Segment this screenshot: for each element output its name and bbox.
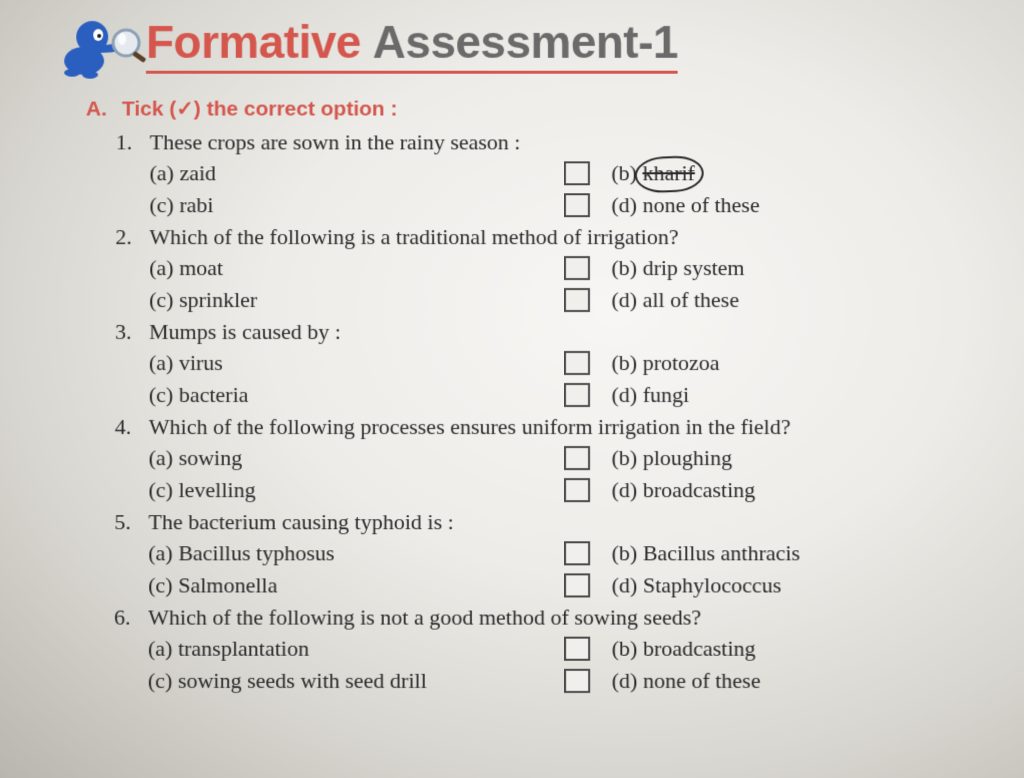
question-text: 1.These crops are sown in the rainy seas…: [116, 129, 1003, 155]
question: 3.Mumps is caused by : (a) virus (b) proto…: [115, 319, 1004, 410]
option-b: (b) kharif: [611, 160, 1003, 186]
checkbox-icon[interactable]: [563, 190, 589, 220]
question: 2.Which of the following is a traditiona…: [115, 224, 1004, 315]
question-number: 3.: [115, 319, 149, 345]
mascot-icon: [56, 9, 146, 79]
options-grid: (a) zaid (b) kharif (c) rabi (d) none of th…: [149, 158, 1003, 220]
option-a: (a) Bacillus typhosus: [148, 540, 541, 566]
options-grid: (a) virus (b) protozoa (c) bacteria (d) fun…: [149, 348, 1004, 410]
question-prompt: Which of the following is not a good met…: [148, 605, 701, 631]
option-c: (c) rabi: [149, 192, 541, 218]
question: 6.Which of the following is not a good m…: [114, 605, 1006, 696]
section-letter: A.: [86, 98, 122, 122]
checkbox-icon[interactable]: [564, 380, 590, 410]
options-grid: (a) Bacillus typhosus (b) Bacillus anthra…: [148, 538, 1005, 600]
question-text: 5.The bacterium causing typhoid is :: [114, 509, 1004, 535]
option-a: (a) sowing: [149, 445, 542, 471]
option-a: (a) virus: [149, 350, 542, 376]
question-number: 2.: [115, 224, 149, 250]
option-d: (d) none of these: [612, 668, 1006, 694]
question: 5.The bacterium causing typhoid is : (a) …: [114, 509, 1005, 600]
option-d: (d) none of these: [611, 192, 1003, 218]
section-instruction: A. Tick (✓) the correct option :: [86, 97, 1003, 122]
options-grid: (a) sowing (b) ploughing (c) levelling (d) …: [148, 443, 1004, 505]
option-c: (c) bacteria: [149, 382, 542, 408]
question-number: 4.: [115, 414, 149, 440]
option-b: (b) ploughing: [612, 445, 1005, 471]
question-text: 6.Which of the following is not a good m…: [114, 605, 1005, 631]
checkbox-icon[interactable]: [563, 285, 589, 315]
section-text: Tick (✓) the correct option :: [122, 97, 398, 122]
title-word-b: Assessment-1: [373, 15, 678, 69]
option-b: (b) drip system: [611, 255, 1003, 281]
checkbox-icon[interactable]: [564, 443, 590, 473]
checkbox-icon[interactable]: [564, 570, 590, 600]
option-c: (c) sowing seeds with seed drill: [148, 668, 542, 694]
checkbox-icon[interactable]: [564, 475, 590, 505]
checkbox-icon[interactable]: [564, 538, 590, 568]
header: Formative Assessment-1: [56, 9, 1003, 79]
title-word-a: Formative: [146, 15, 361, 69]
question-number: 6.: [114, 605, 148, 631]
options-grid: (a) moat (b) drip system (c) sprinkler (d) …: [149, 253, 1004, 315]
option-c: (c) levelling: [149, 477, 542, 503]
question-number: 1.: [116, 129, 150, 155]
option-b: (b) Bacillus anthracis: [612, 540, 1005, 566]
question-text: 2.Which of the following is a traditiona…: [115, 224, 1003, 250]
checkbox-icon[interactable]: [563, 253, 589, 283]
question-number: 5.: [114, 509, 148, 535]
question: 1.These crops are sown in the rainy seas…: [115, 129, 1003, 220]
questions-list: 1.These crops are sown in the rainy seas…: [114, 129, 1006, 695]
checkbox-icon[interactable]: [564, 634, 590, 664]
question-text: 3.Mumps is caused by :: [115, 319, 1004, 345]
option-d: (d) Staphylococcus: [612, 572, 1005, 598]
checkbox-icon[interactable]: [564, 666, 590, 696]
option-b: (b) broadcasting: [612, 636, 1006, 662]
question-text: 4.Which of the following processes ensur…: [115, 414, 1005, 440]
checkbox-icon[interactable]: [563, 348, 589, 378]
option-d: (d) fungi: [612, 382, 1005, 408]
option-a: (a) transplantation: [148, 636, 542, 662]
question-prompt: Which of the following is a traditional …: [149, 224, 678, 250]
checkbox-icon[interactable]: [563, 158, 589, 188]
question: 4.Which of the following processes ensur…: [114, 414, 1004, 505]
option-d: (d) all of these: [611, 287, 1003, 313]
question-prompt: Which of the following processes ensures…: [149, 414, 791, 440]
question-prompt: These crops are sown in the rainy season…: [150, 129, 521, 155]
option-b: (b) protozoa: [611, 350, 1004, 376]
option-d: (d) broadcasting: [612, 477, 1005, 503]
option-c: (c) Salmonella: [148, 572, 541, 598]
options-grid: (a) transplantation (b) broadcasting (c) s…: [148, 634, 1006, 696]
question-prompt: The bacterium causing typhoid is :: [148, 509, 453, 535]
option-a: (a) zaid: [150, 160, 542, 186]
option-a: (a) moat: [149, 255, 541, 281]
option-c: (c) sprinkler: [149, 287, 541, 313]
worksheet-page: Formative Assessment-1 A. Tick (✓) the c…: [54, 9, 1006, 700]
page-title: Formative Assessment-1: [146, 15, 678, 74]
question-prompt: Mumps is caused by :: [149, 319, 341, 345]
